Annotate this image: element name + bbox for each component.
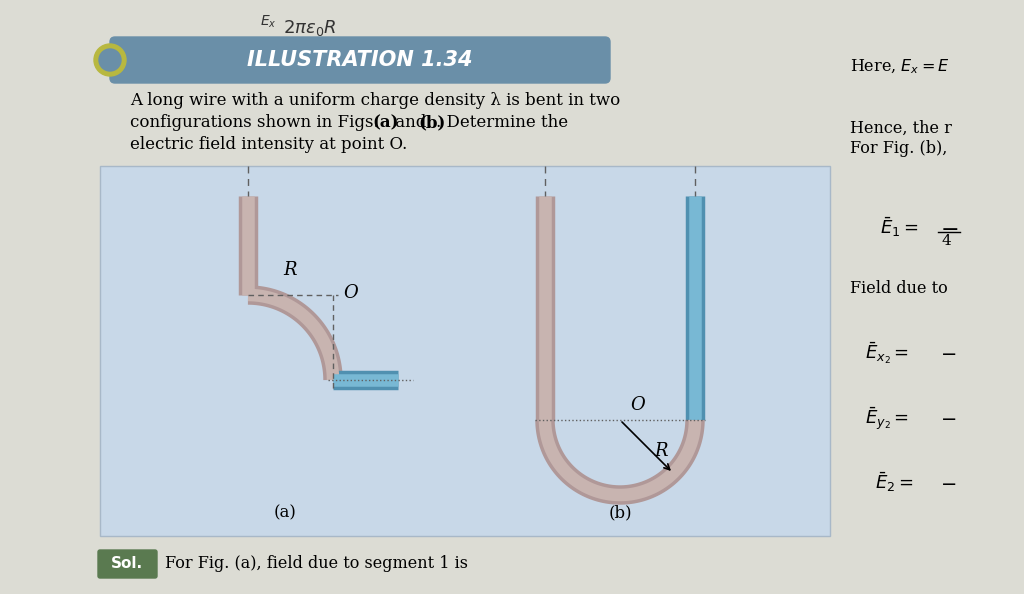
Text: Hence, the r: Hence, the r [850, 120, 952, 137]
Text: For Fig. (a), field due to segment 1 is: For Fig. (a), field due to segment 1 is [165, 555, 468, 573]
Text: $\bar{E}_1 =$: $\bar{E}_1 =$ [880, 215, 919, 239]
Text: For Fig. (b),: For Fig. (b), [850, 140, 947, 157]
Text: and: and [390, 114, 432, 131]
Text: Here, $E_x = E$: Here, $E_x = E$ [850, 58, 949, 77]
Text: ILLUSTRATION 1.34: ILLUSTRATION 1.34 [247, 50, 473, 70]
Text: Field due to: Field due to [850, 280, 948, 297]
Text: $2\pi\varepsilon_0 R$: $2\pi\varepsilon_0 R$ [284, 18, 337, 38]
Text: $\bar{E}_{y_2} =$: $\bar{E}_{y_2} =$ [865, 405, 909, 432]
Text: configurations shown in Figs.: configurations shown in Figs. [130, 114, 384, 131]
FancyBboxPatch shape [100, 166, 830, 536]
FancyBboxPatch shape [110, 37, 610, 83]
Text: (a): (a) [372, 114, 398, 131]
FancyBboxPatch shape [98, 550, 157, 578]
Text: $-$: $-$ [940, 408, 956, 427]
Circle shape [99, 49, 121, 71]
Text: Sol.: Sol. [111, 557, 143, 571]
Text: (b): (b) [608, 504, 632, 521]
Text: $-$: $-$ [940, 343, 956, 362]
Text: $\bar{E}_{x_2} =$: $\bar{E}_{x_2} =$ [865, 340, 909, 366]
Text: (b): (b) [418, 114, 445, 131]
Text: $E_x$: $E_x$ [260, 14, 276, 30]
Text: O: O [630, 396, 645, 414]
Text: R: R [284, 261, 297, 279]
Text: electric field intensity at point O.: electric field intensity at point O. [130, 136, 408, 153]
Text: . Determine the: . Determine the [436, 114, 568, 131]
Text: (a): (a) [273, 504, 296, 521]
Text: R: R [654, 441, 668, 460]
Text: $\bar{E}_2 =$: $\bar{E}_2 =$ [874, 470, 913, 494]
Circle shape [94, 44, 126, 76]
Text: 4: 4 [941, 234, 951, 248]
Text: $-$: $-$ [940, 218, 958, 238]
Text: O: O [343, 284, 357, 302]
Text: $-$: $-$ [940, 473, 956, 492]
Text: A long wire with a uniform charge density λ is bent in two: A long wire with a uniform charge densit… [130, 92, 621, 109]
